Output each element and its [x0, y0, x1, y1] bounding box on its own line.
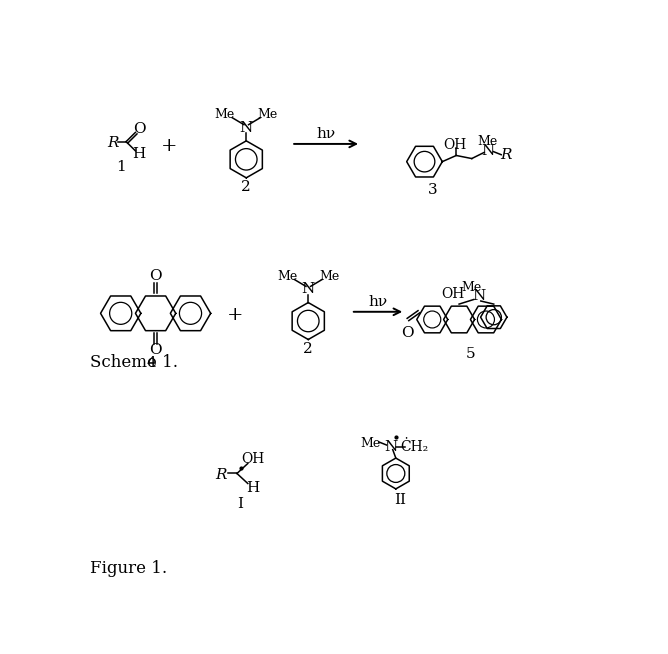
Text: hν: hν	[317, 127, 336, 141]
Text: Me: Me	[360, 437, 380, 450]
Text: 5: 5	[466, 347, 476, 361]
Text: Figure 1.: Figure 1.	[90, 560, 167, 577]
Text: Me: Me	[477, 135, 498, 148]
Text: O: O	[149, 343, 162, 357]
Text: Me: Me	[214, 108, 234, 121]
Text: 3: 3	[428, 183, 437, 197]
Text: R: R	[107, 136, 119, 150]
Text: N: N	[482, 144, 495, 158]
Text: O: O	[401, 326, 413, 340]
Text: N: N	[472, 289, 485, 303]
Text: N: N	[385, 440, 398, 455]
Text: +: +	[160, 137, 177, 155]
Text: OH: OH	[241, 452, 264, 466]
Text: ĊH₂: ĊH₂	[400, 439, 429, 453]
Text: R: R	[216, 468, 227, 482]
Text: Me: Me	[319, 270, 339, 283]
Text: Me: Me	[258, 108, 278, 121]
Text: Scheme 1.: Scheme 1.	[90, 354, 178, 371]
Text: O: O	[149, 269, 162, 283]
Text: Me: Me	[462, 281, 482, 294]
Text: I: I	[237, 496, 243, 511]
Text: OH: OH	[442, 287, 464, 301]
Text: II: II	[393, 492, 405, 507]
Text: O: O	[133, 122, 146, 135]
Text: hν: hν	[368, 295, 387, 309]
Text: H: H	[246, 481, 259, 495]
Text: N: N	[240, 121, 253, 135]
Text: 4: 4	[147, 356, 156, 370]
Text: N: N	[302, 283, 315, 296]
Text: 2: 2	[303, 342, 313, 356]
Text: H: H	[132, 147, 145, 161]
Text: R: R	[500, 148, 512, 162]
Text: +: +	[226, 306, 243, 324]
Text: 1: 1	[117, 160, 126, 174]
Text: OH: OH	[443, 138, 466, 152]
Text: Me: Me	[277, 270, 297, 283]
Text: 2: 2	[241, 180, 251, 194]
